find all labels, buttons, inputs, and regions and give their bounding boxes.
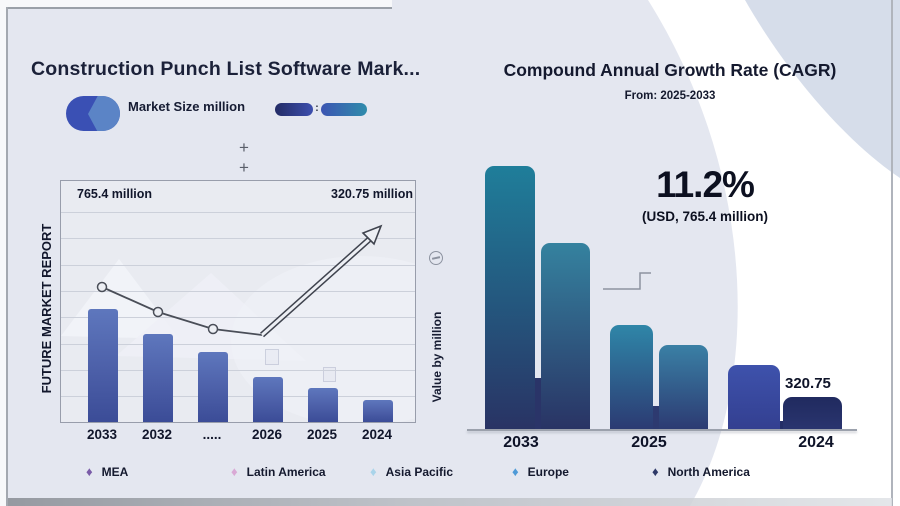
legend-item: ♦ Latin America: [231, 464, 326, 480]
frame-border-right: [891, 0, 893, 506]
x-axis-label: 2033: [86, 427, 118, 442]
legend-label: Europe: [527, 465, 569, 479]
cagr-bar-group: [610, 325, 708, 430]
grid-line: [61, 290, 415, 292]
grid-line: [61, 396, 415, 398]
cagr-bar-group: [485, 166, 590, 430]
cagr-value: 11.2%: [656, 164, 755, 205]
x-axis-label: 2024: [361, 427, 393, 442]
cagr-bar-left: [610, 325, 653, 430]
plus-icon: +: [239, 138, 249, 157]
x-axis-label: 2024: [798, 434, 834, 451]
market-size-label: Market Size million: [128, 99, 246, 114]
frame-gutter-top: [0, 0, 392, 7]
legend-label: North America: [667, 465, 750, 479]
cagr-bar-merge: [535, 378, 541, 430]
legend-item: ♦ MEA: [86, 464, 129, 480]
watermark-square-icon: [265, 349, 279, 365]
market-size-bar: [308, 388, 338, 422]
grid-line: [61, 317, 415, 319]
cagr-bar-group: [728, 365, 842, 430]
legend-diamond-icon: ♦: [370, 464, 377, 479]
left-axis-caption: FUTURE MARKET REPORT: [39, 223, 54, 394]
legend-item: ♦ Asia Pacific: [370, 464, 454, 480]
ratio-pill-left-icon: [275, 103, 313, 116]
legend-diamond-icon: ♦: [652, 464, 659, 479]
page-title: Construction Punch List Software Mark...: [31, 58, 421, 80]
ratio-colon: :: [315, 102, 319, 114]
cagr-subtitle: From: 2025-2033: [624, 90, 716, 102]
grid-line: [61, 343, 415, 345]
cagr-bar-left: [485, 166, 535, 430]
cagr-bar-right: [659, 345, 708, 430]
x-axis-label: .....: [202, 427, 222, 442]
legend-diamond-icon: ♦: [512, 464, 519, 479]
market-size-chart-panel: 765.4 million 320.75 million: [60, 180, 416, 423]
x-axis-label: 2025: [631, 434, 667, 451]
market-size-capsule-icon: [66, 96, 120, 131]
grid-line: [61, 264, 415, 266]
grid-line: [61, 212, 415, 213]
bottom-strip: [8, 498, 892, 506]
cagr-bar-left: [728, 365, 780, 430]
frame-border-top: [6, 7, 392, 9]
frame-border-left: [6, 7, 8, 506]
grid-line: [61, 238, 415, 240]
market-size-bar: [253, 377, 283, 422]
legend-item: ♦ Europe: [512, 464, 569, 480]
frame-gutter-left: [0, 0, 6, 506]
market-size-bar: [363, 400, 393, 422]
step-bracket-line: [603, 272, 651, 290]
market-size-bar: [143, 334, 173, 422]
cagr-title: Compound Annual Growth Rate (CAGR): [503, 60, 837, 80]
market-size-bar: [88, 309, 118, 422]
cagr-bar-merge: [780, 421, 783, 430]
legend-label: MEA: [101, 465, 129, 479]
cagr-bar-merge: [653, 406, 659, 430]
cagr-bar-right: [783, 397, 842, 430]
market-size-bar: [198, 352, 228, 422]
annotation-right: 320.75 million: [331, 187, 413, 201]
legend-label: Asia Pacific: [385, 465, 454, 479]
legend-item: ♦ North America: [652, 464, 750, 480]
legend-diamond-icon: ♦: [86, 464, 93, 479]
legend-label: Latin America: [246, 465, 326, 479]
circle-minus-icon: [429, 251, 443, 265]
cagr-2024-value-label: 320.75: [785, 375, 831, 392]
x-axis-label: 2033: [503, 434, 539, 451]
x-axis-label: 2032: [141, 427, 173, 442]
cagr-headline: 11.2% (USD, 765.4 million): [595, 164, 815, 224]
ratio-pill-right-icon: [321, 103, 367, 116]
x-axis-label: 2026: [251, 427, 283, 442]
plus-icon: +: [239, 158, 249, 177]
cagr-note: (USD, 765.4 million): [641, 209, 769, 224]
right-axis-label: Value by million: [430, 311, 444, 403]
grid-line: [61, 369, 415, 371]
x-axis-label: 2025: [306, 427, 338, 442]
trend-arrow-line: [96, 224, 383, 338]
cagr-bar-right: [541, 243, 590, 430]
annotation-left: 765.4 million: [77, 187, 153, 201]
legend-diamond-icon: ♦: [231, 464, 238, 479]
cagr-axis-baseline: [467, 429, 857, 431]
